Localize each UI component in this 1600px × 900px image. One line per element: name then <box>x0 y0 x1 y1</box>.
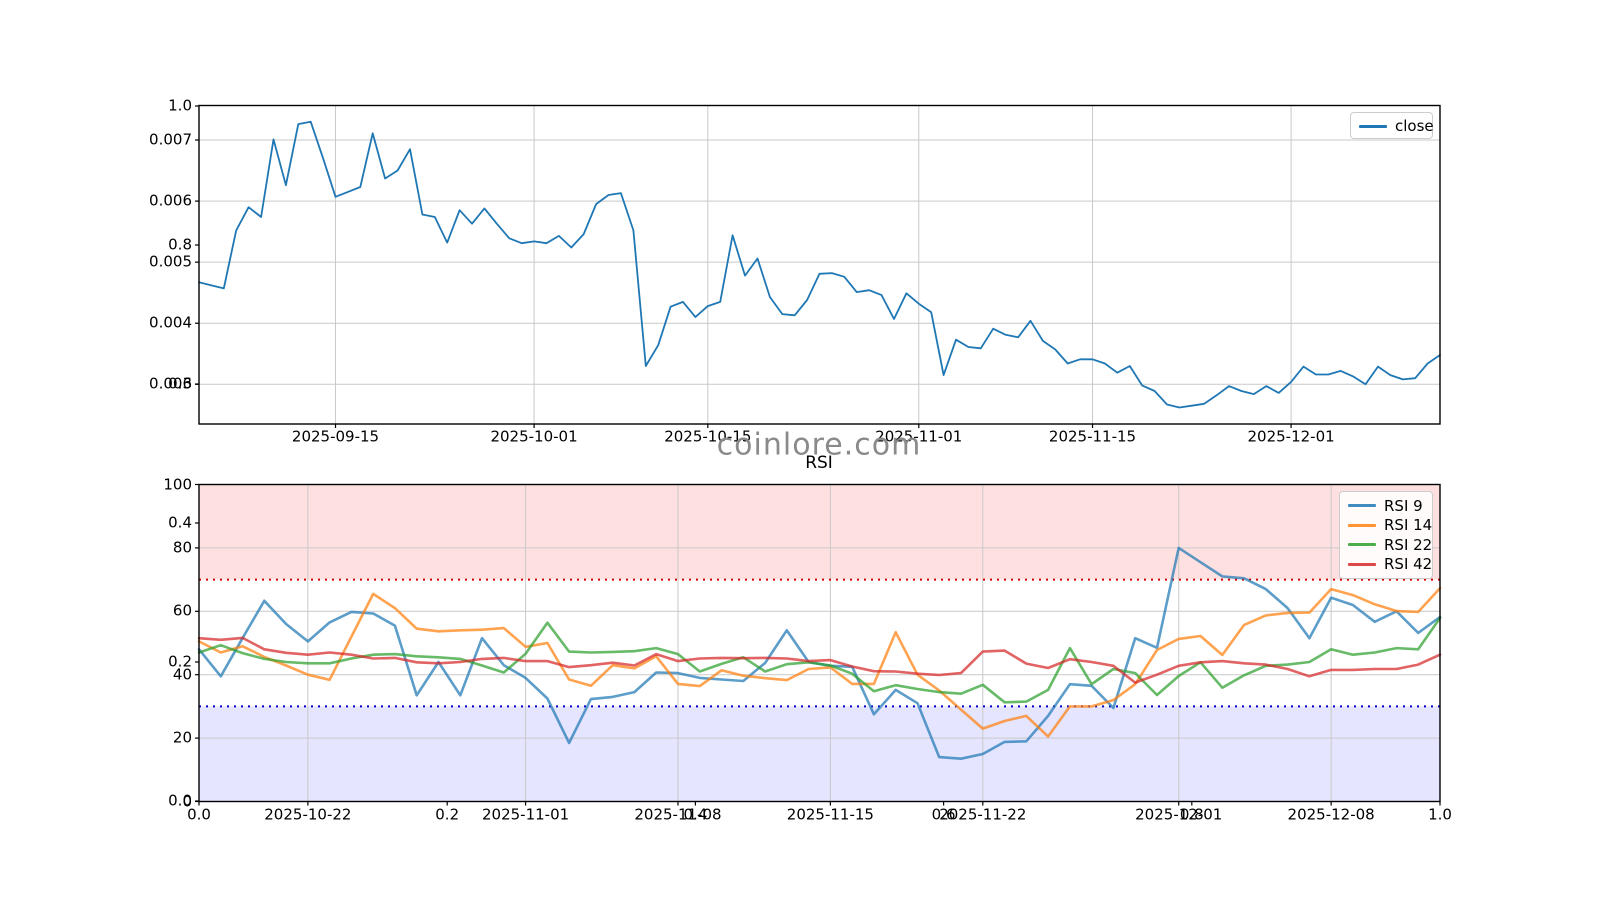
legend-label-close: close <box>1395 117 1434 135</box>
price-xtick: 2025-12-01 <box>1247 427 1335 446</box>
price-ytick: 0.007 <box>149 130 192 149</box>
price-legend: close <box>1350 112 1434 139</box>
price-ytick: 0.006 <box>149 191 192 210</box>
close-line-swatch <box>1359 124 1387 128</box>
figure-xtick: 0.6 <box>931 805 956 824</box>
price-ytick: 0.005 <box>149 252 192 271</box>
rsi-xtick: 2025-11-08 <box>634 805 722 824</box>
legend-label: RSI 9 <box>1384 496 1423 515</box>
rsi-ytick: 40 <box>172 665 192 684</box>
rsi-xtick: 2025-12-01 <box>1135 805 1223 824</box>
rsi-xtick: 2025-12-08 <box>1287 805 1375 824</box>
legend-swatch <box>1348 543 1376 547</box>
figure-ytick: 0.8 <box>168 235 192 254</box>
figure-ytick: 0.2 <box>168 652 192 671</box>
price-xtick: 2025-09-15 <box>291 427 380 446</box>
price-xtick: 2025-10-01 <box>490 427 578 446</box>
rsi-chart-title: RSI <box>805 453 833 473</box>
price-xtick: 2025-11-01 <box>875 427 963 446</box>
figure-xtick: 0.8 <box>1179 805 1204 824</box>
figure-xtick: 0.4 <box>683 805 708 824</box>
price-ytick: 0.004 <box>149 313 192 332</box>
rsi-ytick: 20 <box>172 728 192 747</box>
legend-swatch <box>1348 504 1376 508</box>
price-ytick: 0.003 <box>149 374 192 393</box>
legend-label: RSI 14 <box>1384 516 1433 535</box>
figure-xtick: 1.0 <box>1428 805 1452 824</box>
price-xtick: 2025-10-15 <box>664 427 752 446</box>
legend-item-rsi-9: RSI 9 <box>1348 496 1423 516</box>
legend-item-rsi-14: RSI 14 <box>1348 516 1432 536</box>
figure-ytick: 1.0 <box>168 96 192 115</box>
figure-xtick: 0.0 <box>187 805 211 824</box>
watermark: coinlore.com <box>716 427 922 463</box>
rsi-ytick: 100 <box>163 475 192 493</box>
rsi-xtick: 2025-10-22 <box>264 805 352 824</box>
rsi-legend: RSI 9 RSI 14 RSI 22 RSI 42 <box>1339 491 1433 579</box>
legend-swatch <box>1348 562 1376 566</box>
figure-ytick: 0.6 <box>168 374 192 393</box>
rsi-xtick: 2025-11-22 <box>939 805 1027 824</box>
rsi-ytick: 60 <box>172 601 192 620</box>
rsi-xtick: 2025-11-01 <box>481 805 570 824</box>
price-xtick: 2025-11-15 <box>1048 427 1137 446</box>
rsi-xtick: 2025-11-15 <box>786 805 874 824</box>
rsi-ytick: 80 <box>172 538 192 557</box>
figure-xtick: 0.2 <box>435 805 460 824</box>
legend-label: RSI 22 <box>1384 535 1433 554</box>
legend-item-close: close <box>1359 117 1434 135</box>
legend-item-rsi-42: RSI 42 <box>1348 555 1432 575</box>
legend-item-rsi-22: RSI 22 <box>1348 535 1432 555</box>
rsi-ytick: 0 <box>182 792 192 810</box>
legend-swatch <box>1348 523 1376 527</box>
legend-label: RSI 42 <box>1384 555 1433 574</box>
figure-ytick: 0.4 <box>168 513 192 532</box>
figure-ytick: 0.0 <box>168 791 192 810</box>
